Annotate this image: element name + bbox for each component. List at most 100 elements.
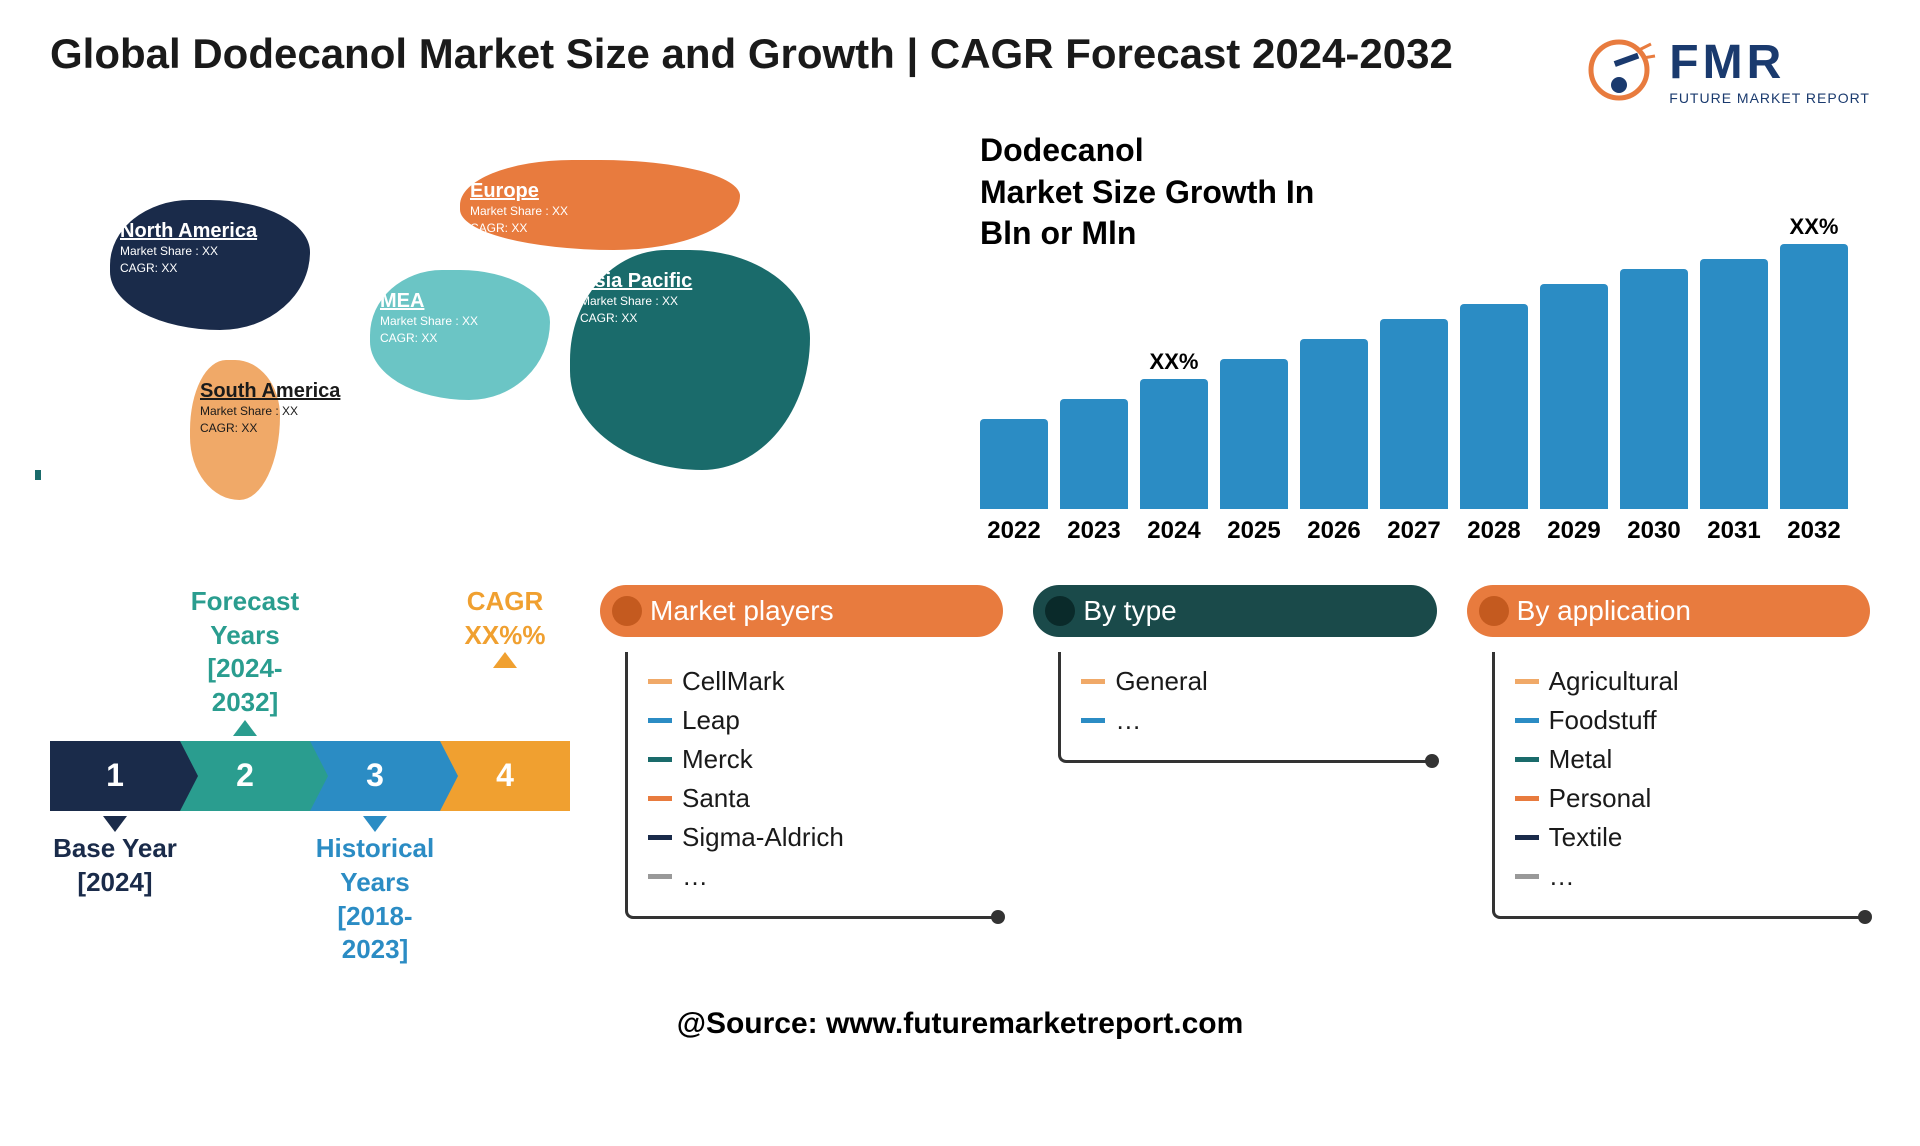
dash-icon <box>1515 874 1539 879</box>
list-item: Santa <box>648 779 1003 818</box>
category-dot-icon <box>1479 596 1509 626</box>
dash-icon <box>648 718 672 723</box>
dash-icon <box>1515 757 1539 762</box>
page-title: Global Dodecanol Market Size and Growth … <box>50 30 1453 78</box>
list-item: … <box>648 857 1003 896</box>
bar-label-2032: XX% <box>1790 214 1839 240</box>
cagr-label: CAGR XX%% <box>440 585 570 736</box>
item-label: … <box>682 861 708 892</box>
chart-title: DodecanolMarket Size Growth InBln or Mln <box>980 130 1870 255</box>
list-item: General <box>1081 662 1436 701</box>
bar-2024: XX%2024 <box>1140 379 1208 545</box>
year-label: 2028 <box>1467 517 1520 545</box>
item-label: Textile <box>1549 822 1623 853</box>
forecast-value: [2024-2032] <box>180 652 310 720</box>
dash-icon <box>648 679 672 684</box>
category-market-players: Market players CellMark Leap Merck Santa Sigm… <box>600 585 1003 919</box>
item-label: Metal <box>1549 744 1613 775</box>
timeline-seg-4: 4 <box>440 741 570 811</box>
bar-2032: XX%2032 <box>1780 244 1848 545</box>
year-label: 2026 <box>1307 517 1360 545</box>
year-label: 2027 <box>1387 517 1440 545</box>
list-item: Merck <box>648 740 1003 779</box>
dash-icon <box>1081 679 1105 684</box>
historical-label: Historical Years [2018-2023] <box>310 816 440 967</box>
region-south-america: South AmericaMarket Share : XXCAGR: XX <box>190 360 350 457</box>
list-item: Foodstuff <box>1515 701 1870 740</box>
dash-icon <box>648 874 672 879</box>
bar-2028: 2028 <box>1460 304 1528 545</box>
logo-sub-text: FUTURE MARKET REPORT <box>1669 90 1870 106</box>
bar-2022: 2022 <box>980 419 1048 545</box>
category-header: By application <box>1467 585 1870 637</box>
item-label: … <box>1115 705 1141 736</box>
timeline: Forecast Years [2024-2032] CAGR XX%% 123… <box>50 585 570 967</box>
historical-title: Historical Years <box>310 832 440 900</box>
region-north-america: North AmericaMarket Share : XXCAGR: XX <box>110 200 267 297</box>
year-label: 2022 <box>987 517 1040 545</box>
category-dot-icon <box>1045 596 1075 626</box>
bar-2027: 2027 <box>1380 319 1448 545</box>
item-label: Leap <box>682 705 740 736</box>
item-label: Merck <box>682 744 753 775</box>
list-item: … <box>1081 701 1436 740</box>
dash-icon <box>1515 718 1539 723</box>
dash-icon <box>1081 718 1105 723</box>
year-label: 2032 <box>1787 517 1840 545</box>
item-label: … <box>1549 861 1575 892</box>
category-dot-icon <box>612 596 642 626</box>
list-item: Leap <box>648 701 1003 740</box>
timeline-seg-1: 1 <box>50 741 180 811</box>
timeline-seg-2: 2 <box>180 741 310 811</box>
category-by-type: By type General … <box>1033 585 1436 919</box>
year-label: 2024 <box>1147 517 1200 545</box>
list-item: Agricultural <box>1515 662 1870 701</box>
bar-2023: 2023 <box>1060 399 1128 545</box>
dash-icon <box>648 835 672 840</box>
bar-2026: 2026 <box>1300 339 1368 545</box>
region-asia-pacific: Asia PacificMarket Share : XXCAGR: XX <box>570 250 702 347</box>
item-label: Santa <box>682 783 750 814</box>
bar-2029: 2029 <box>1540 284 1608 545</box>
historical-value: [2018-2023] <box>310 900 440 968</box>
dash-icon <box>648 796 672 801</box>
list-item: … <box>1515 857 1870 896</box>
logo-main-text: FMR <box>1669 35 1870 90</box>
dash-icon <box>1515 835 1539 840</box>
list-item: Sigma-Aldrich <box>648 818 1003 857</box>
year-label: 2030 <box>1627 517 1680 545</box>
forecast-label: Forecast Years [2024-2032] <box>180 585 310 736</box>
item-label: General <box>1115 666 1208 697</box>
list-item: Personal <box>1515 779 1870 818</box>
item-label: Personal <box>1549 783 1652 814</box>
category-header: Market players <box>600 585 1003 637</box>
dash-icon <box>1515 679 1539 684</box>
list-item: Textile <box>1515 818 1870 857</box>
year-label: 2029 <box>1547 517 1600 545</box>
region-europe: EuropeMarket Share : XXCAGR: XX <box>460 160 578 257</box>
item-label: Foodstuff <box>1549 705 1657 736</box>
telescope-icon <box>1579 30 1659 110</box>
list-item: CellMark <box>648 662 1003 701</box>
year-label: 2031 <box>1707 517 1760 545</box>
category-by-application: By application Agricultural Foodstuff Metal… <box>1467 585 1870 919</box>
bar-2030: 2030 <box>1620 269 1688 545</box>
list-item: Metal <box>1515 740 1870 779</box>
timeline-seg-3: 3 <box>310 741 440 811</box>
item-label: CellMark <box>682 666 785 697</box>
dash-icon <box>1515 796 1539 801</box>
base-label: Base Year [2024] <box>50 816 180 967</box>
item-label: Sigma-Aldrich <box>682 822 844 853</box>
dash-icon <box>648 757 672 762</box>
bar-chart: DodecanolMarket Size Growth InBln or Mln… <box>980 130 1870 545</box>
world-map: North AmericaMarket Share : XXCAGR: XX So… <box>50 130 940 510</box>
source-footer: @Source: www.futuremarketreport.com <box>50 1007 1870 1041</box>
cagr-title: CAGR <box>440 585 570 619</box>
category-header: By type <box>1033 585 1436 637</box>
bar-2025: 2025 <box>1220 359 1288 545</box>
year-label: 2023 <box>1067 517 1120 545</box>
year-label: 2025 <box>1227 517 1280 545</box>
cagr-value: XX%% <box>440 619 570 653</box>
forecast-title: Forecast Years <box>180 585 310 653</box>
base-value: [2024] <box>50 866 180 900</box>
